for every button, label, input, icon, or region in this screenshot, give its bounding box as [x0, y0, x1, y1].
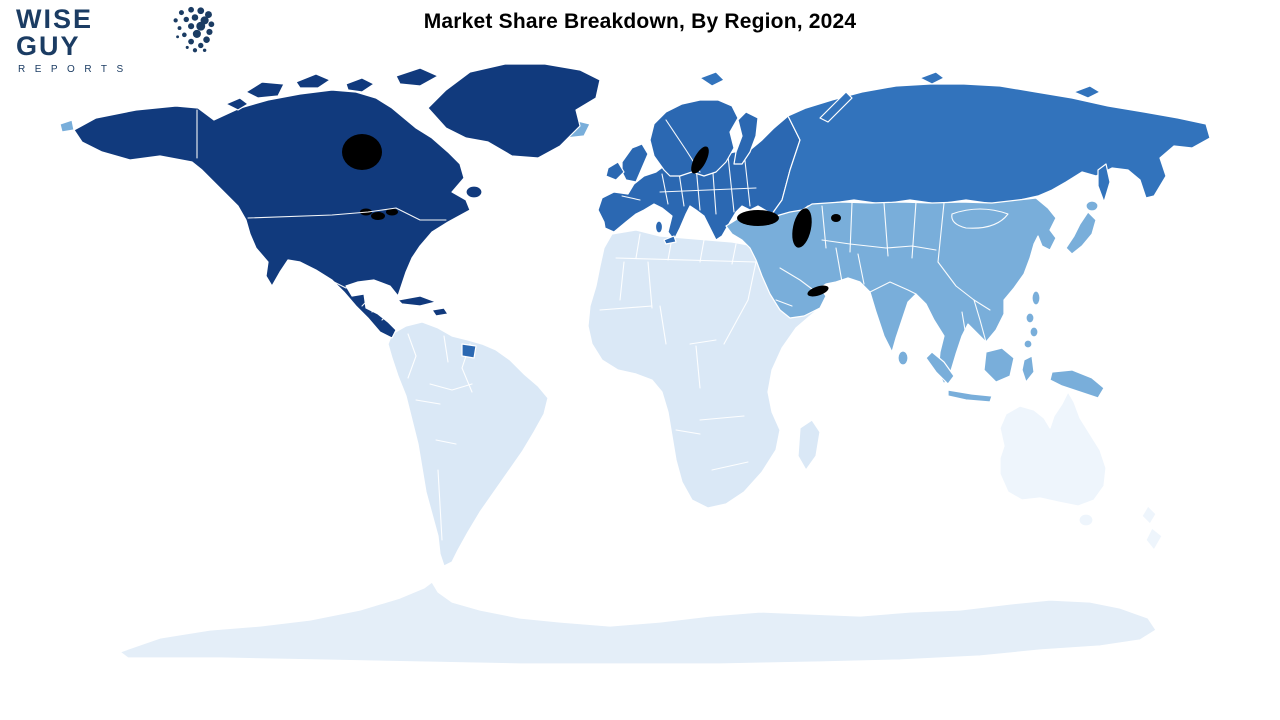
border-china-south: [937, 261, 991, 311]
region-ireland: [605, 161, 625, 181]
region-philippines-1: [1025, 312, 1035, 324]
border-arabia-2: [775, 299, 793, 307]
region-french-guiana: [461, 343, 477, 359]
border-asia-6: [821, 239, 937, 251]
region-arctic-island-2: [295, 73, 331, 89]
border-central-america-3: [381, 313, 389, 321]
region-bering-islands: [59, 119, 75, 133]
region-arctic-island-3: [345, 77, 375, 93]
lake-great-lakes-3: [386, 208, 398, 216]
sea-hudson-bay: [342, 134, 382, 170]
border-europe-2: [661, 173, 669, 205]
border-afghan-pak: [857, 253, 865, 285]
border-south-america-1: [407, 333, 417, 379]
border-europe-8: [659, 187, 757, 193]
border-asia-4: [911, 201, 917, 259]
region-severnaya-zemlya: [919, 71, 945, 85]
border-africa-14: [675, 429, 701, 435]
border-africa-6: [619, 261, 625, 301]
border-africa-8: [659, 305, 667, 345]
region-tasmania: [1078, 513, 1094, 527]
region-svalbard: [699, 71, 725, 87]
border-us-canada: [247, 207, 447, 221]
border-iran-afghan: [835, 247, 843, 283]
border-africa-13: [711, 461, 749, 471]
border-arabia-1: [779, 267, 817, 293]
border-asia-5: [937, 202, 945, 263]
region-sri-lanka: [897, 350, 909, 366]
region-taiwan: [1031, 290, 1041, 306]
border-india-north: [869, 281, 917, 295]
lake-great-lakes-2: [371, 212, 385, 220]
region-australia: [999, 391, 1107, 507]
region-asia: [725, 197, 1057, 385]
region-java: [947, 389, 993, 403]
region-antarctica: [119, 581, 1157, 665]
region-finland: [733, 111, 759, 165]
dotted-head-icon: [173, 6, 215, 53]
border-south-america-6: [435, 439, 457, 445]
border-europe-6: [727, 155, 735, 213]
region-greenland: [427, 63, 601, 159]
border-africa-1: [635, 233, 641, 259]
border-mongolia: [951, 208, 1009, 229]
region-new-siberian-islands: [1073, 85, 1101, 99]
border-asia-3: [883, 202, 889, 257]
border-central-america-1: [361, 299, 369, 307]
border-us-mexico: [301, 263, 347, 289]
border-south-america-7: [437, 469, 443, 541]
border-africa-7: [647, 261, 653, 309]
region-philippines-2: [1029, 326, 1039, 338]
region-corsica-sardinia: [654, 220, 664, 234]
border-africa-11: [695, 345, 701, 389]
region-hokkaido: [1085, 200, 1099, 212]
region-sicily: [663, 235, 677, 245]
border-indochina-1: [973, 299, 987, 343]
region-japan: [1065, 211, 1097, 255]
border-europe-7: [743, 151, 751, 207]
region-novaya-zemlya: [819, 91, 853, 123]
border-africa-3: [699, 239, 705, 263]
region-sumatra: [925, 351, 955, 385]
sea-black: [737, 210, 779, 226]
sea-caspian: [792, 208, 812, 248]
region-arctic-island-1: [245, 81, 285, 99]
logo-title: WISE GUY: [16, 4, 94, 61]
border-africa-12: [699, 415, 745, 421]
region-ellesmere: [395, 67, 439, 87]
region-sulawesi: [1021, 355, 1035, 383]
region-borneo: [983, 347, 1015, 383]
border-africa-4: [731, 243, 737, 265]
border-africa-9: [689, 339, 717, 345]
region-madagascar: [797, 419, 821, 471]
sea-baltic: [691, 146, 709, 174]
border-africa-5: [599, 305, 653, 311]
logo-subtitle: REPORTS: [18, 64, 133, 75]
region-hispaniola: [431, 307, 449, 317]
border-africa-10: [723, 261, 757, 345]
region-philippines-3: [1023, 339, 1033, 349]
wise-guy-reports-logo: WISE GUY REPORTS: [16, 6, 216, 75]
region-new-zealand-north: [1141, 505, 1157, 525]
region-uk: [621, 143, 649, 183]
border-central-america-2: [371, 305, 379, 313]
region-new-guinea: [1049, 369, 1105, 399]
region-cuba: [397, 295, 437, 307]
chart-title: Market Share Breakdown, By Region, 2024: [423, 10, 857, 33]
region-sakhalin: [1097, 163, 1111, 203]
border-south-america-4: [429, 383, 473, 391]
border-south-america-5: [415, 399, 441, 405]
region-arctic-island-4: [225, 97, 249, 111]
region-new-zealand-south: [1145, 527, 1163, 551]
border-south-america-2: [443, 335, 449, 363]
sea-persian-gulf: [807, 285, 829, 297]
border-indochina-2: [961, 311, 967, 337]
region-south-america: [387, 321, 549, 567]
border-europe-1: [621, 195, 641, 201]
region-newfoundland: [465, 185, 483, 199]
sea-aral: [831, 214, 841, 222]
